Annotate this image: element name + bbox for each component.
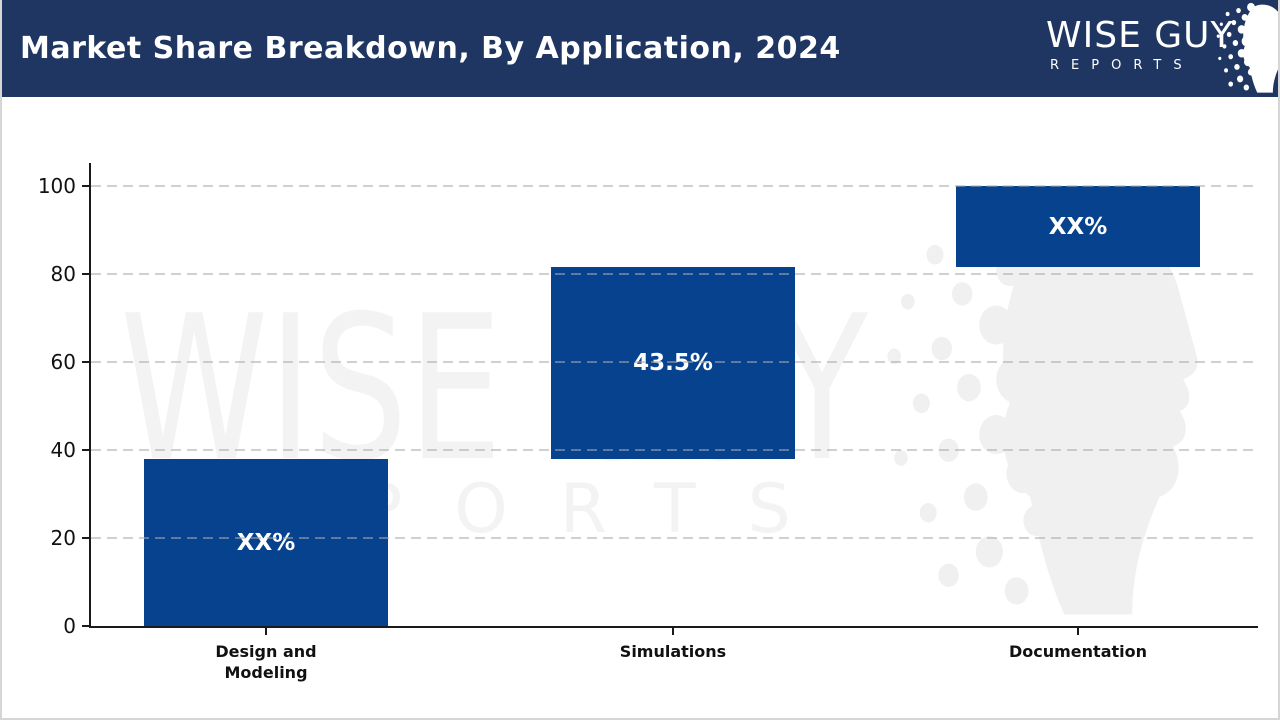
gridline-20 [91, 537, 1257, 539]
y-tick-0: 0 [63, 614, 76, 638]
bar-value-label: XX% [236, 529, 296, 556]
gridline-80 [91, 273, 1257, 275]
header-bar: Market Share Breakdown, By Application, … [2, 0, 1278, 97]
x-tick-mark [672, 628, 674, 635]
bar-value-label: 43.5% [633, 350, 713, 376]
x-label-simulations: Simulations [619, 642, 727, 661]
y-tick-80: 80 [50, 262, 76, 286]
brand-logo: WISE GUY REPORTS [1030, 0, 1278, 97]
y-tick-mark [82, 449, 90, 451]
brand-wordmark: WISE GUY [1046, 15, 1234, 56]
y-tick-mark [82, 361, 90, 363]
y-tick-20: 20 [50, 526, 76, 550]
x-label-documentation: Documentation [1008, 642, 1148, 661]
watermark-face-icon [887, 203, 1198, 615]
y-axis-spine [89, 163, 91, 627]
bar-simulations: 43.5% [551, 267, 795, 459]
gridline-40 [91, 449, 1257, 451]
gridline-60 [91, 361, 1257, 363]
y-tick-mark [82, 185, 90, 187]
y-tick-mark [82, 625, 90, 627]
x-label-design-and-modeling: Design and Modeling [215, 642, 317, 682]
y-tick-60: 60 [50, 350, 76, 374]
y-tick-100: 100 [37, 174, 76, 198]
brand-subtext: REPORTS [1050, 58, 1194, 73]
bar-value-label: XX% [1048, 213, 1108, 240]
bar-design-and-modeling: XX% [144, 459, 388, 626]
gridline-100 [91, 185, 1257, 187]
wiseguy-face-icon [1216, 2, 1278, 93]
x-axis-spine [89, 626, 1258, 628]
page-title: Market Share Breakdown, By Application, … [20, 31, 841, 66]
brand-logo-text: WISE GUY REPORTS [1046, 15, 1234, 74]
y-tick-mark [82, 273, 90, 275]
y-tick-mark [82, 537, 90, 539]
x-tick-mark [1077, 628, 1079, 635]
x-tick-mark [265, 628, 267, 635]
bar-documentation: XX% [956, 186, 1200, 267]
y-tick-40: 40 [50, 438, 76, 462]
